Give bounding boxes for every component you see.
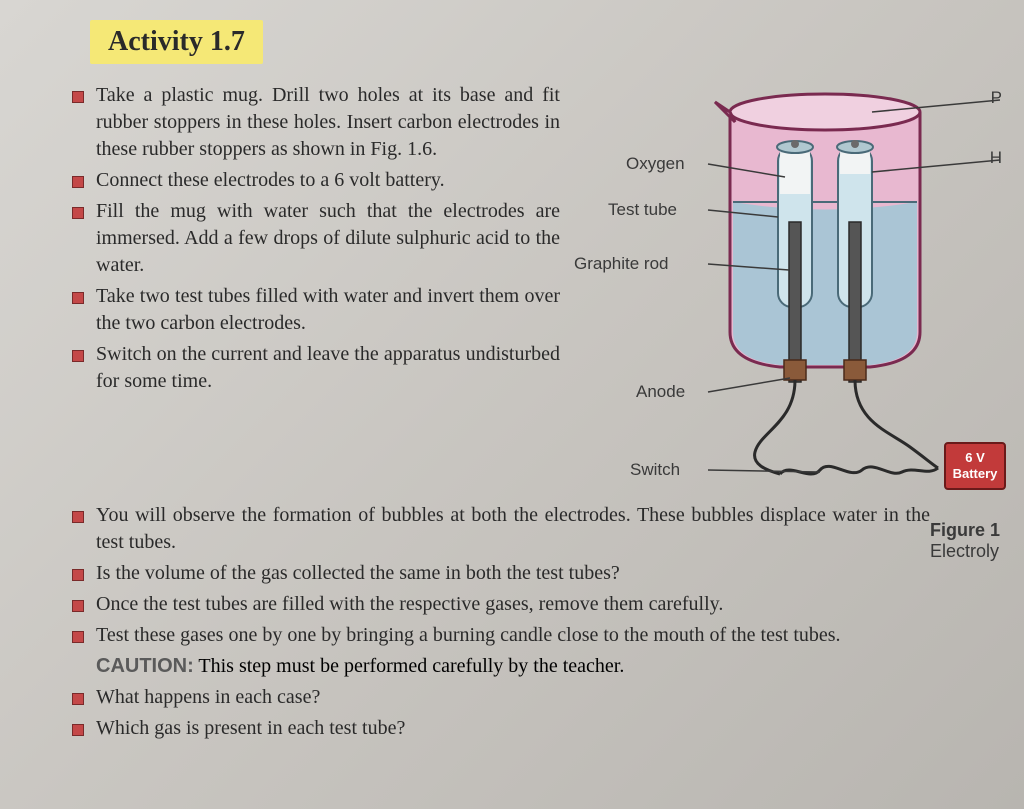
figure-caption-sub: Electroly: [930, 541, 1000, 562]
activity-steps-bottom: You will observe the formation of bubble…: [70, 502, 930, 649]
step: Test these gases one by one by bringing …: [70, 622, 930, 649]
step: Take a plastic mug. Drill two holes at i…: [70, 82, 560, 163]
label-graphite-rod: Graphite rod: [574, 254, 669, 274]
step: Connect these electrodes to a 6 volt bat…: [70, 167, 560, 194]
label-h: H: [990, 148, 1002, 168]
caution-prefix: CAUTION:: [96, 655, 194, 677]
step: Once the test tubes are filled with the …: [70, 591, 930, 618]
label-switch: Switch: [630, 460, 680, 480]
caution-text: This step must be performed carefully by…: [194, 655, 625, 677]
label-p: P: [991, 88, 1002, 108]
figure-caption: Figure 1 Electroly: [930, 520, 1000, 562]
step: You will observe the formation of bubble…: [70, 502, 930, 556]
electrolysis-diagram: Oxygen Test tube Graphite rod Anode Swit…: [580, 82, 1000, 502]
step: Switch on the current and leave the appa…: [70, 341, 560, 395]
step: Is the volume of the gas collected the s…: [70, 560, 930, 587]
battery-voltage: 6 V: [946, 450, 1004, 466]
step: Which gas is present in each test tube?: [70, 715, 930, 742]
step: Take two test tubes filled with water an…: [70, 283, 560, 337]
caution-line: CAUTION: This step must be performed car…: [70, 653, 930, 680]
step: What happens in each case?: [70, 684, 930, 711]
battery-box: 6 V Battery: [944, 442, 1006, 490]
label-oxygen: Oxygen: [626, 154, 685, 174]
activity-steps-questions: What happens in each case? Which gas is …: [70, 684, 930, 742]
label-test-tube: Test tube: [608, 200, 677, 220]
label-anode: Anode: [636, 382, 685, 402]
step: Fill the mug with water such that the el…: [70, 198, 560, 279]
activity-steps-top: Take a plastic mug. Drill two holes at i…: [70, 82, 560, 395]
battery-label: Battery: [946, 466, 1004, 482]
figure-caption-title: Figure 1: [930, 520, 1000, 541]
activity-header: Activity 1.7: [90, 20, 263, 64]
